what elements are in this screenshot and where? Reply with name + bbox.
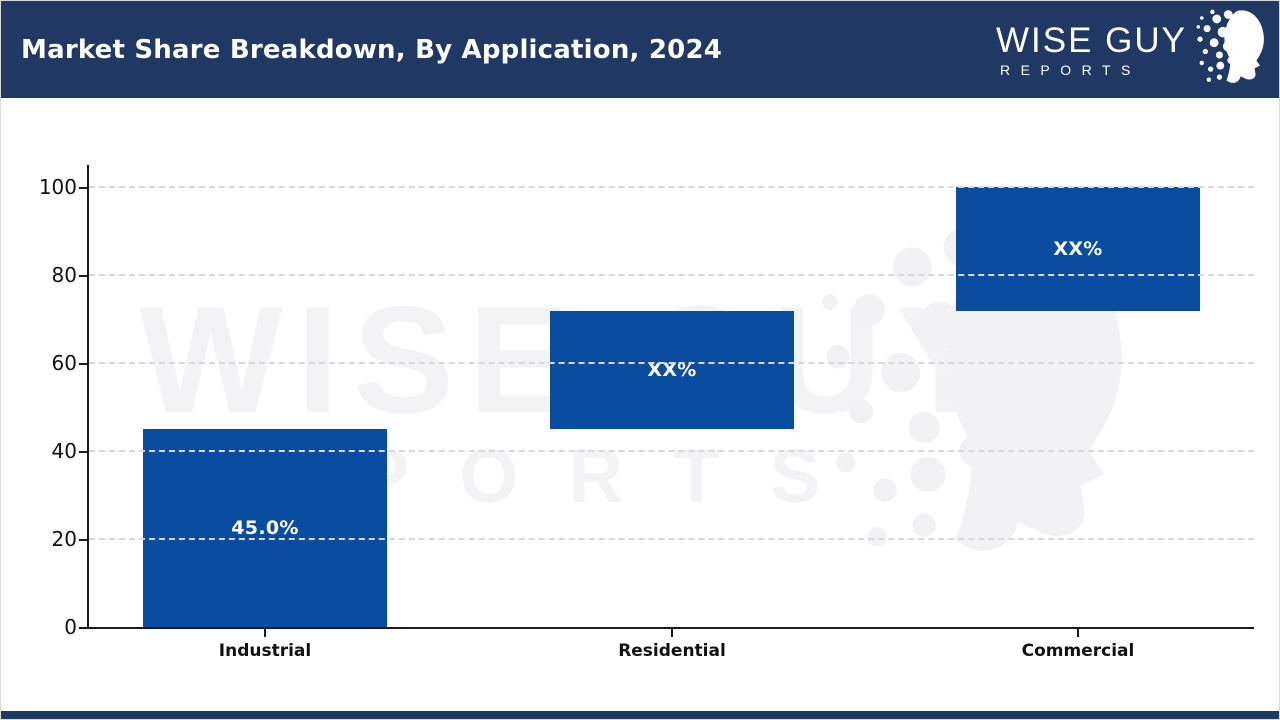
y-tick-label-40: 40 xyxy=(51,438,77,463)
y-axis-line xyxy=(87,165,89,629)
bar-value-label: XX% xyxy=(1053,237,1103,260)
y-tick-20 xyxy=(79,538,87,541)
bar-value-label: 45.0% xyxy=(231,516,299,539)
bar-value-label: XX% xyxy=(647,358,697,381)
gridline-y40 xyxy=(89,449,1254,452)
y-tick-80 xyxy=(79,274,87,277)
y-tick-100 xyxy=(79,186,87,189)
x-tick-commercial xyxy=(1077,629,1079,637)
header-bar: Market Share Breakdown, By Application, … xyxy=(1,1,1279,98)
page-title: Market Share Breakdown, By Application, … xyxy=(21,34,723,65)
x-axis-line xyxy=(87,627,1254,629)
logo-wordmark: WISE GUY xyxy=(995,20,1187,60)
gridline-y60 xyxy=(89,361,1254,364)
y-tick-label-100: 100 xyxy=(38,174,77,199)
x-axis-label-residential: Residential xyxy=(618,641,726,661)
gridline-y100 xyxy=(89,185,1254,188)
x-tick-industrial xyxy=(264,629,266,637)
y-tick-label-0: 0 xyxy=(64,615,77,639)
y-tick-60 xyxy=(79,362,87,365)
y-tick-label-60: 60 xyxy=(51,350,77,375)
gridline-y20 xyxy=(89,537,1254,540)
wiseguy-logo: WISE GUY REPORTS xyxy=(995,7,1279,93)
bar-industrial: 45.0% xyxy=(143,428,387,627)
wiseguy-head-icon xyxy=(1193,7,1267,93)
x-axis-label-industrial: Industrial xyxy=(218,641,312,661)
x-tick-residential xyxy=(671,629,673,637)
y-tick-label-80: 80 xyxy=(51,262,77,287)
logo-subtitle: REPORTS xyxy=(999,61,1141,78)
x-axis-label-commercial: Commercial xyxy=(1021,641,1135,661)
y-tick-0 xyxy=(79,627,87,629)
bar-commercial: XX% xyxy=(956,186,1200,312)
gridline-y80 xyxy=(89,273,1254,276)
bar-residential: XX% xyxy=(550,311,794,429)
y-tick-label-20: 20 xyxy=(51,526,77,551)
footer-bar xyxy=(1,711,1279,719)
y-tick-40 xyxy=(79,450,87,453)
